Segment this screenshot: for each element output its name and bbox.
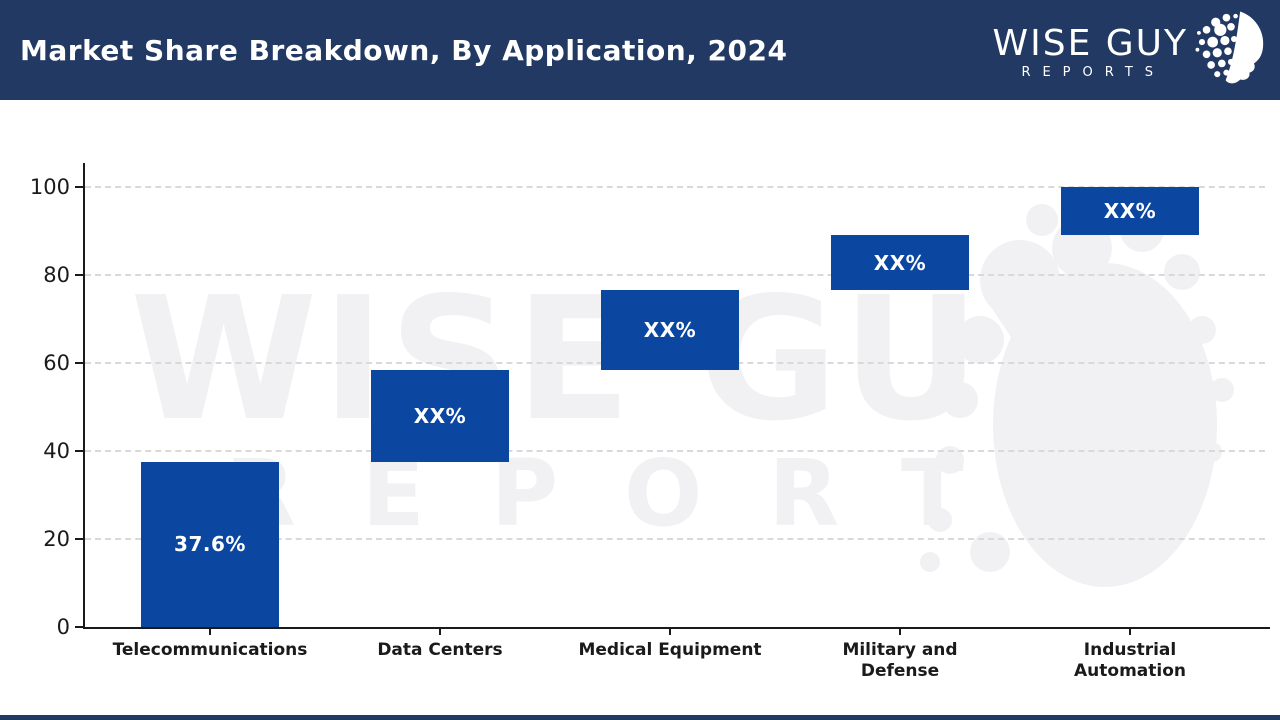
y-tick-label: 100 bbox=[29, 175, 70, 199]
x-category-label: Military and Defense bbox=[842, 640, 958, 681]
bar: XX% bbox=[831, 235, 969, 290]
y-tick-label: 0 bbox=[56, 615, 70, 639]
y-axis-line bbox=[83, 163, 85, 629]
wiseguy-logo: WISE GUY REPORTS bbox=[993, 10, 1271, 94]
y-tick bbox=[75, 362, 83, 364]
y-tick bbox=[75, 274, 83, 276]
page-title: Market Share Breakdown, By Application, … bbox=[20, 34, 788, 67]
x-tick bbox=[209, 627, 211, 635]
y-tick-label: 80 bbox=[43, 263, 70, 287]
bar: XX% bbox=[371, 369, 509, 462]
y-tick bbox=[75, 450, 83, 452]
y-tick bbox=[75, 626, 83, 628]
x-category-label: Medical Equipment bbox=[578, 640, 762, 660]
y-tick-label: 60 bbox=[43, 351, 70, 375]
bar: 37.6% bbox=[141, 461, 279, 627]
x-tick bbox=[669, 627, 671, 635]
x-axis-line bbox=[83, 627, 1270, 629]
gridline bbox=[85, 450, 1265, 452]
logo-text: WISE GUY REPORTS bbox=[992, 23, 1189, 81]
y-tick-label: 20 bbox=[43, 527, 70, 551]
logo-face-icon bbox=[1195, 11, 1264, 84]
header: Market Share Breakdown, By Application, … bbox=[0, 0, 1280, 100]
bar-value-label: XX% bbox=[643, 317, 697, 342]
bar: XX% bbox=[1061, 187, 1199, 236]
footer-bar bbox=[0, 715, 1280, 720]
bar-value-label: XX% bbox=[873, 250, 927, 275]
y-tick bbox=[75, 538, 83, 540]
gridline bbox=[85, 274, 1265, 276]
gridline bbox=[85, 538, 1265, 540]
logo-subtitle: REPORTS bbox=[1021, 65, 1166, 80]
bar-value-label: XX% bbox=[1103, 199, 1157, 224]
bar-value-label: XX% bbox=[413, 403, 467, 428]
x-tick bbox=[1129, 627, 1131, 635]
y-tick-label: 40 bbox=[43, 439, 70, 463]
bar-value-label: 37.6% bbox=[174, 532, 246, 557]
gridline bbox=[85, 186, 1265, 188]
chart-area: WISE GUY REPORTS 0 20 40 60 80 100 37.6% Teleco… bbox=[0, 100, 1280, 715]
x-category-label: Industrial Automation bbox=[1074, 640, 1186, 681]
x-tick bbox=[899, 627, 901, 635]
x-tick bbox=[439, 627, 441, 635]
y-tick bbox=[75, 186, 83, 188]
x-category-label: Data Centers bbox=[377, 640, 503, 660]
bar: XX% bbox=[601, 289, 739, 370]
logo-wordmark: WISE GUY bbox=[992, 23, 1188, 64]
x-category-label: Telecommunications bbox=[112, 640, 308, 660]
